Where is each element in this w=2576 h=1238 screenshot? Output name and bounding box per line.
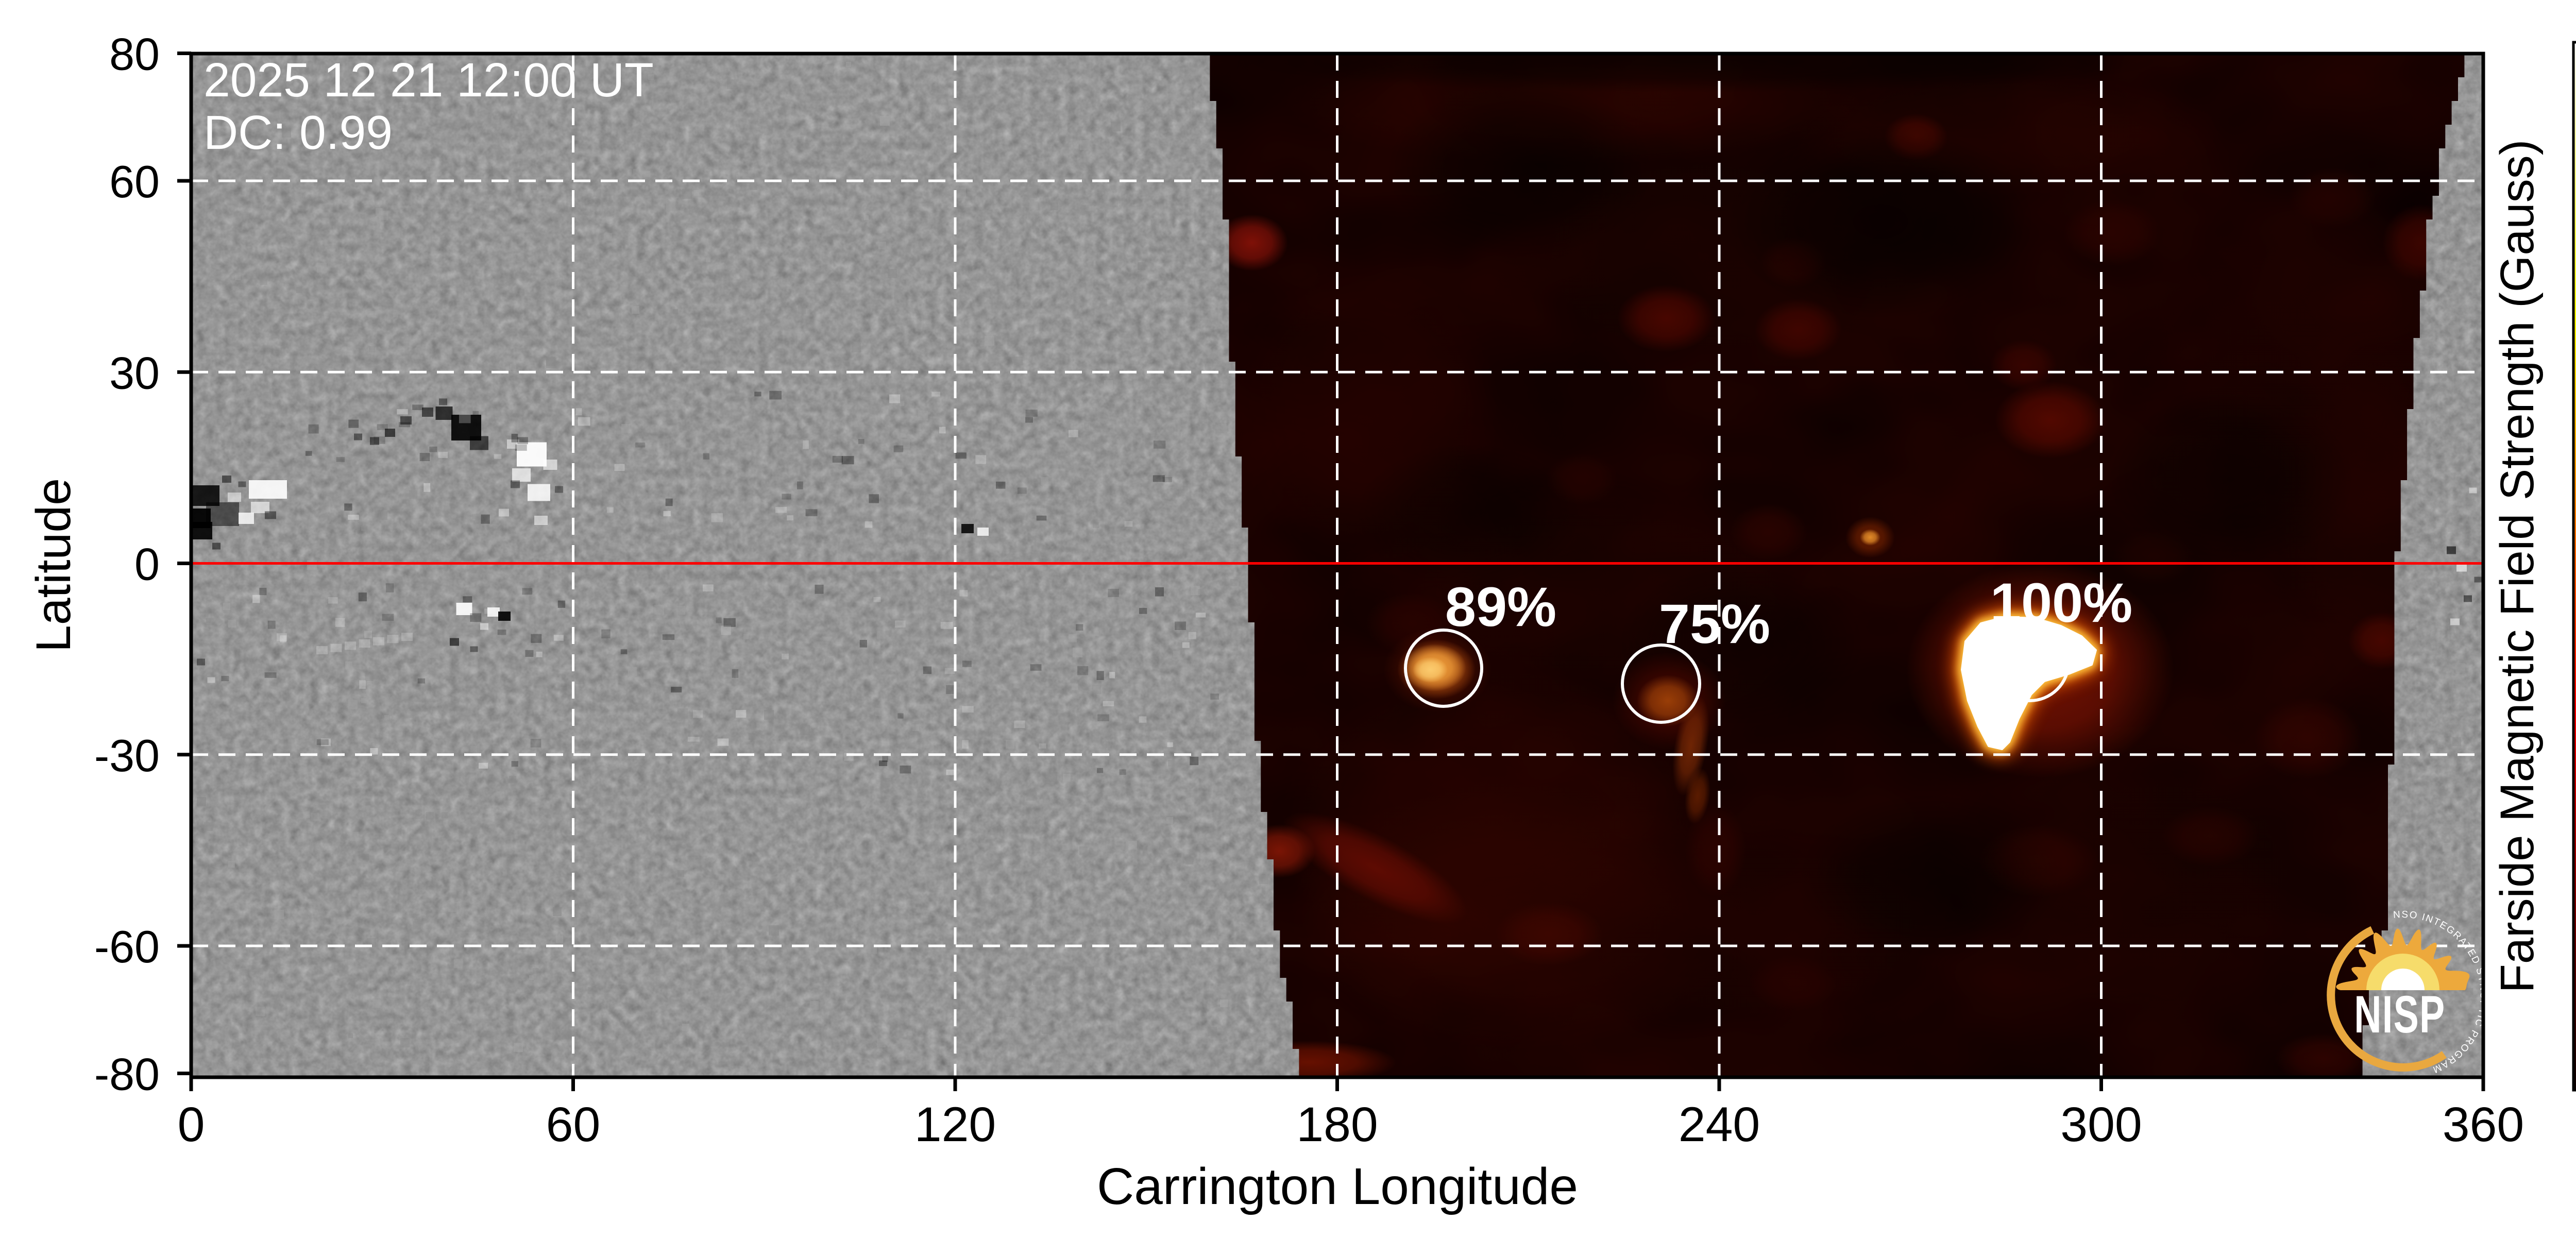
svg-text:60: 60: [546, 1097, 601, 1152]
svg-text:0: 0: [178, 1097, 205, 1152]
svg-text:Farside Magnetic Field Strengt: Farside Magnetic Field Strength (Gauss): [2491, 140, 2544, 993]
svg-text:180: 180: [1296, 1097, 1378, 1152]
svg-text:75%: 75%: [1659, 592, 1770, 655]
svg-text:100%: 100%: [1990, 571, 2132, 634]
svg-text:240: 240: [1679, 1097, 1760, 1152]
svg-text:89%: 89%: [1445, 575, 1556, 638]
svg-text:120: 120: [914, 1097, 996, 1152]
svg-text:Carrington Longitude: Carrington Longitude: [1097, 1158, 1578, 1215]
svg-text:300: 300: [2060, 1097, 2142, 1152]
svg-text:DC: 0.99: DC: 0.99: [204, 106, 393, 159]
svg-text:30: 30: [109, 347, 160, 398]
svg-text:-60: -60: [94, 921, 160, 972]
svg-text:-80: -80: [94, 1049, 160, 1100]
svg-text:NISP: NISP: [2354, 985, 2445, 1044]
svg-text:80: 80: [109, 29, 160, 80]
svg-text:360: 360: [2443, 1097, 2524, 1152]
svg-text:Latitude: Latitude: [26, 478, 81, 652]
svg-text:-30: -30: [94, 730, 160, 781]
svg-text:60: 60: [109, 156, 160, 207]
svg-text:0: 0: [134, 539, 160, 590]
svg-text:2025 12 21 12:00 UT: 2025 12 21 12:00 UT: [204, 53, 654, 107]
